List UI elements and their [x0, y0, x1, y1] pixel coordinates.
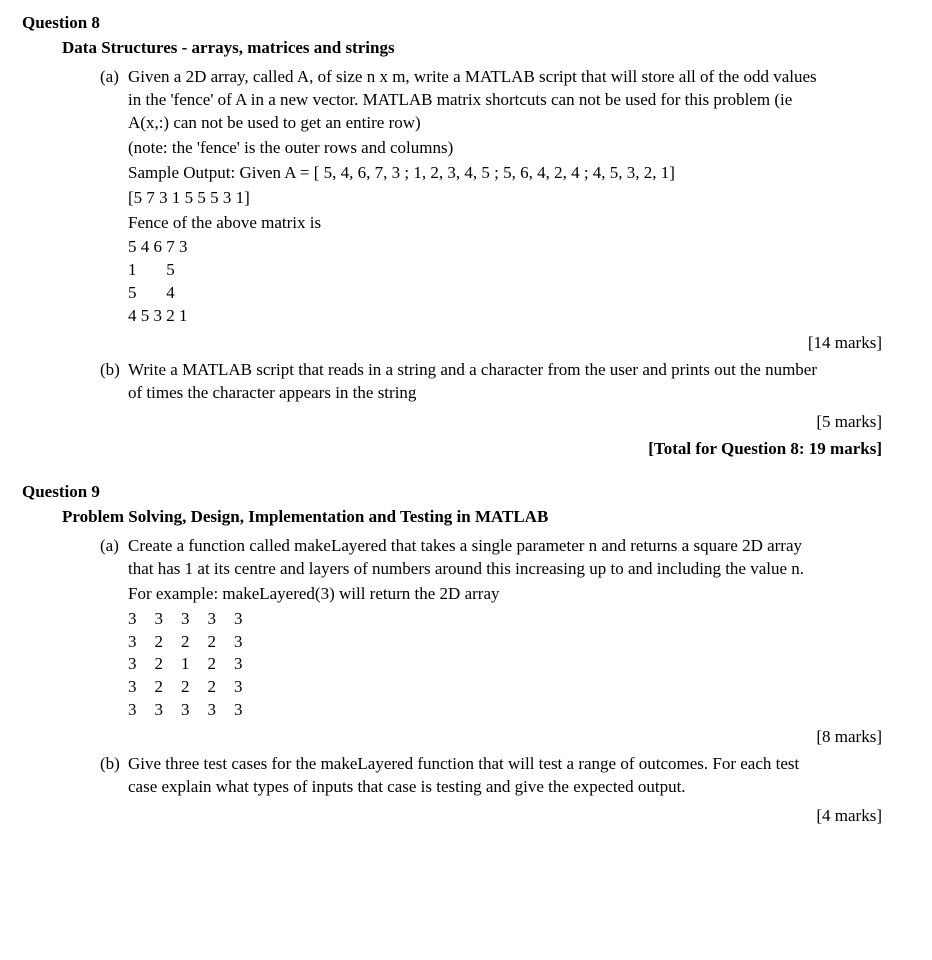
q8a-label: (a): [100, 66, 128, 328]
q8-heading: Question 8: [22, 12, 910, 35]
matrix-cell: 2: [155, 653, 182, 676]
q8a-p2: (note: the 'fence' is the outer rows and…: [128, 137, 828, 160]
matrix-cell: 2: [208, 676, 235, 699]
q9a-label: (a): [100, 535, 128, 723]
q9a-p1: Create a function called makeLayered tha…: [128, 535, 828, 581]
q9b-p1: Give three test cases for the makeLayere…: [128, 753, 828, 799]
q8a-p3: Sample Output: Given A = [ 5, 4, 6, 7, 3…: [128, 162, 828, 185]
matrix-cell: 2: [208, 631, 235, 654]
q9a-body: Create a function called makeLayered tha…: [128, 535, 828, 723]
matrix-cell: 3: [155, 699, 182, 722]
matrix-cell: 3: [128, 699, 155, 722]
q9-heading: Question 9: [22, 481, 910, 504]
q9-part-a: (a) Create a function called makeLayered…: [100, 535, 910, 723]
q9b-marks: [4 marks]: [22, 805, 882, 828]
q8-title: Data Structures - arrays, matrices and s…: [62, 37, 910, 60]
q8b-p1: Write a MATLAB script that reads in a st…: [128, 359, 828, 405]
matrix-cell: 3: [128, 631, 155, 654]
q8a-fence: 5 4 6 7 3 1 5 5 4 4 5 3 2 1: [128, 236, 828, 328]
q9a-p2: For example: makeLayered(3) will return …: [128, 583, 828, 606]
matrix-cell: 2: [181, 631, 208, 654]
matrix-cell: 3: [234, 653, 261, 676]
q8b-label: (b): [100, 359, 128, 407]
matrix-cell: 3: [181, 608, 208, 631]
matrix-cell: 3: [128, 653, 155, 676]
matrix-cell: 3: [208, 699, 235, 722]
matrix-cell: 2: [155, 631, 182, 654]
matrix-cell: 2: [155, 676, 182, 699]
q9a-matrix: 3333332223321233222333333: [128, 608, 261, 723]
q9a-marks: [8 marks]: [22, 726, 882, 749]
matrix-cell: 3: [234, 608, 261, 631]
q8a-marks: [14 marks]: [22, 332, 882, 355]
q8-total: [Total for Question 8: 19 marks]: [22, 438, 882, 461]
q8-part-a: (a) Given a 2D array, called A, of size …: [100, 66, 910, 328]
matrix-cell: 3: [181, 699, 208, 722]
q9b-label: (b): [100, 753, 128, 801]
matrix-cell: 3: [155, 608, 182, 631]
q8b-marks: [5 marks]: [22, 411, 882, 434]
matrix-cell: 3: [128, 608, 155, 631]
matrix-cell: 3: [234, 676, 261, 699]
matrix-cell: 3: [234, 699, 261, 722]
q9b-body: Give three test cases for the makeLayere…: [128, 753, 828, 801]
matrix-cell: 2: [181, 676, 208, 699]
q8b-body: Write a MATLAB script that reads in a st…: [128, 359, 828, 407]
q8-part-b: (b) Write a MATLAB script that reads in …: [100, 359, 910, 407]
q8a-p4: [5 7 3 1 5 5 5 3 1]: [128, 187, 828, 210]
matrix-cell: 3: [128, 676, 155, 699]
q8a-p5: Fence of the above matrix is: [128, 212, 828, 235]
matrix-cell: 2: [208, 653, 235, 676]
matrix-cell: 1: [181, 653, 208, 676]
q9-title: Problem Solving, Design, Implementation …: [62, 506, 910, 529]
matrix-cell: 3: [208, 608, 235, 631]
q9-part-b: (b) Give three test cases for the makeLa…: [100, 753, 910, 801]
q8a-p1: Given a 2D array, called A, of size n x …: [128, 66, 828, 135]
matrix-cell: 3: [234, 631, 261, 654]
q8a-body: Given a 2D array, called A, of size n x …: [128, 66, 828, 328]
